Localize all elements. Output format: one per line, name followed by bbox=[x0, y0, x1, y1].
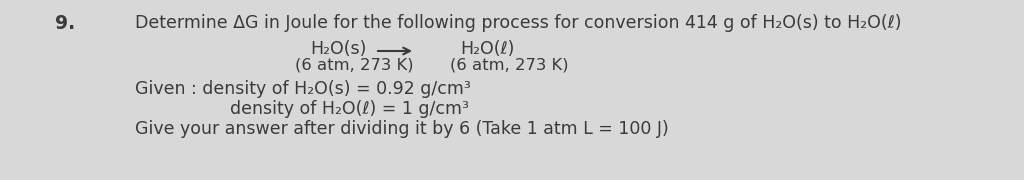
Text: (6 atm, 273 K): (6 atm, 273 K) bbox=[450, 58, 568, 73]
Text: H₂O(ℓ): H₂O(ℓ) bbox=[460, 40, 514, 58]
Text: Given : density of H₂O(s) = 0.92 g/cm³: Given : density of H₂O(s) = 0.92 g/cm³ bbox=[135, 80, 471, 98]
Text: density of H₂O(ℓ) = 1 g/cm³: density of H₂O(ℓ) = 1 g/cm³ bbox=[230, 100, 469, 118]
Text: Give your answer after dividing it by 6 (Take 1 atm L = 100 J): Give your answer after dividing it by 6 … bbox=[135, 120, 669, 138]
Text: H₂O(s): H₂O(s) bbox=[310, 40, 367, 58]
Text: Determine ΔG in Joule for the following process for conversion 414 g of H₂O(s) t: Determine ΔG in Joule for the following … bbox=[135, 14, 901, 32]
Text: (6 atm, 273 K): (6 atm, 273 K) bbox=[295, 58, 414, 73]
Text: 9.: 9. bbox=[55, 14, 75, 33]
